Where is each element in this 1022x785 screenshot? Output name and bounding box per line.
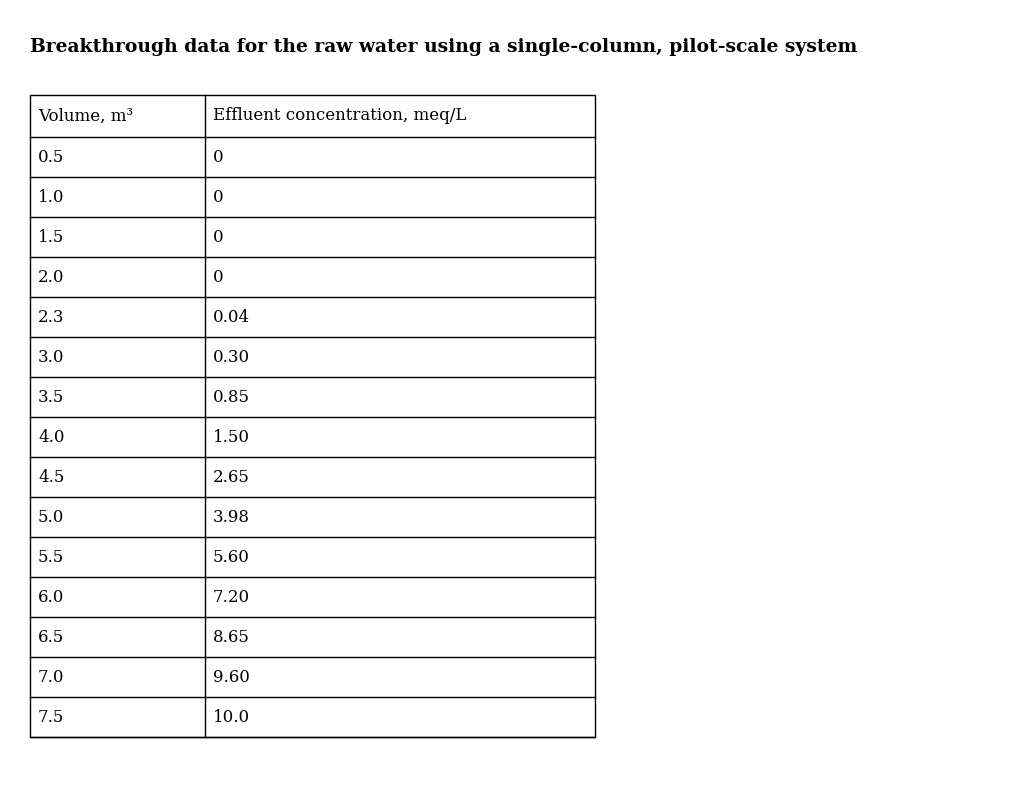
Text: 0.30: 0.30 (213, 349, 250, 366)
Text: 0.85: 0.85 (213, 389, 250, 406)
Text: 2.3: 2.3 (38, 309, 64, 326)
Text: 10.0: 10.0 (213, 709, 250, 725)
Text: 8.65: 8.65 (213, 629, 249, 645)
Text: 7.20: 7.20 (213, 589, 250, 605)
Text: Breakthrough data for the raw water using a single-column, pilot-scale system: Breakthrough data for the raw water usin… (30, 38, 857, 56)
Text: 2.0: 2.0 (38, 268, 64, 286)
Text: 0: 0 (213, 228, 224, 246)
Text: 4.5: 4.5 (38, 469, 64, 485)
Text: 5.0: 5.0 (38, 509, 64, 525)
Text: 6.5: 6.5 (38, 629, 64, 645)
Text: 4.0: 4.0 (38, 429, 64, 446)
Text: 5.5: 5.5 (38, 549, 64, 565)
Text: 3.98: 3.98 (213, 509, 250, 525)
Text: 0: 0 (213, 188, 224, 206)
Text: 1.0: 1.0 (38, 188, 64, 206)
Text: 2.65: 2.65 (213, 469, 249, 485)
Text: 1.5: 1.5 (38, 228, 64, 246)
Text: 0.04: 0.04 (213, 309, 250, 326)
Text: 6.0: 6.0 (38, 589, 64, 605)
Text: 0: 0 (213, 148, 224, 166)
Text: 1.50: 1.50 (213, 429, 250, 446)
Text: 7.5: 7.5 (38, 709, 64, 725)
Bar (30, 95, 595, 737)
Text: Effluent concentration, meq/L: Effluent concentration, meq/L (213, 108, 466, 125)
Text: 5.60: 5.60 (213, 549, 249, 565)
Text: 0.5: 0.5 (38, 148, 64, 166)
Text: 3.5: 3.5 (38, 389, 64, 406)
Text: 0: 0 (213, 268, 224, 286)
Text: Volume, m³: Volume, m³ (38, 108, 133, 125)
Text: 9.60: 9.60 (213, 669, 249, 685)
Text: 7.0: 7.0 (38, 669, 64, 685)
Text: 3.0: 3.0 (38, 349, 64, 366)
